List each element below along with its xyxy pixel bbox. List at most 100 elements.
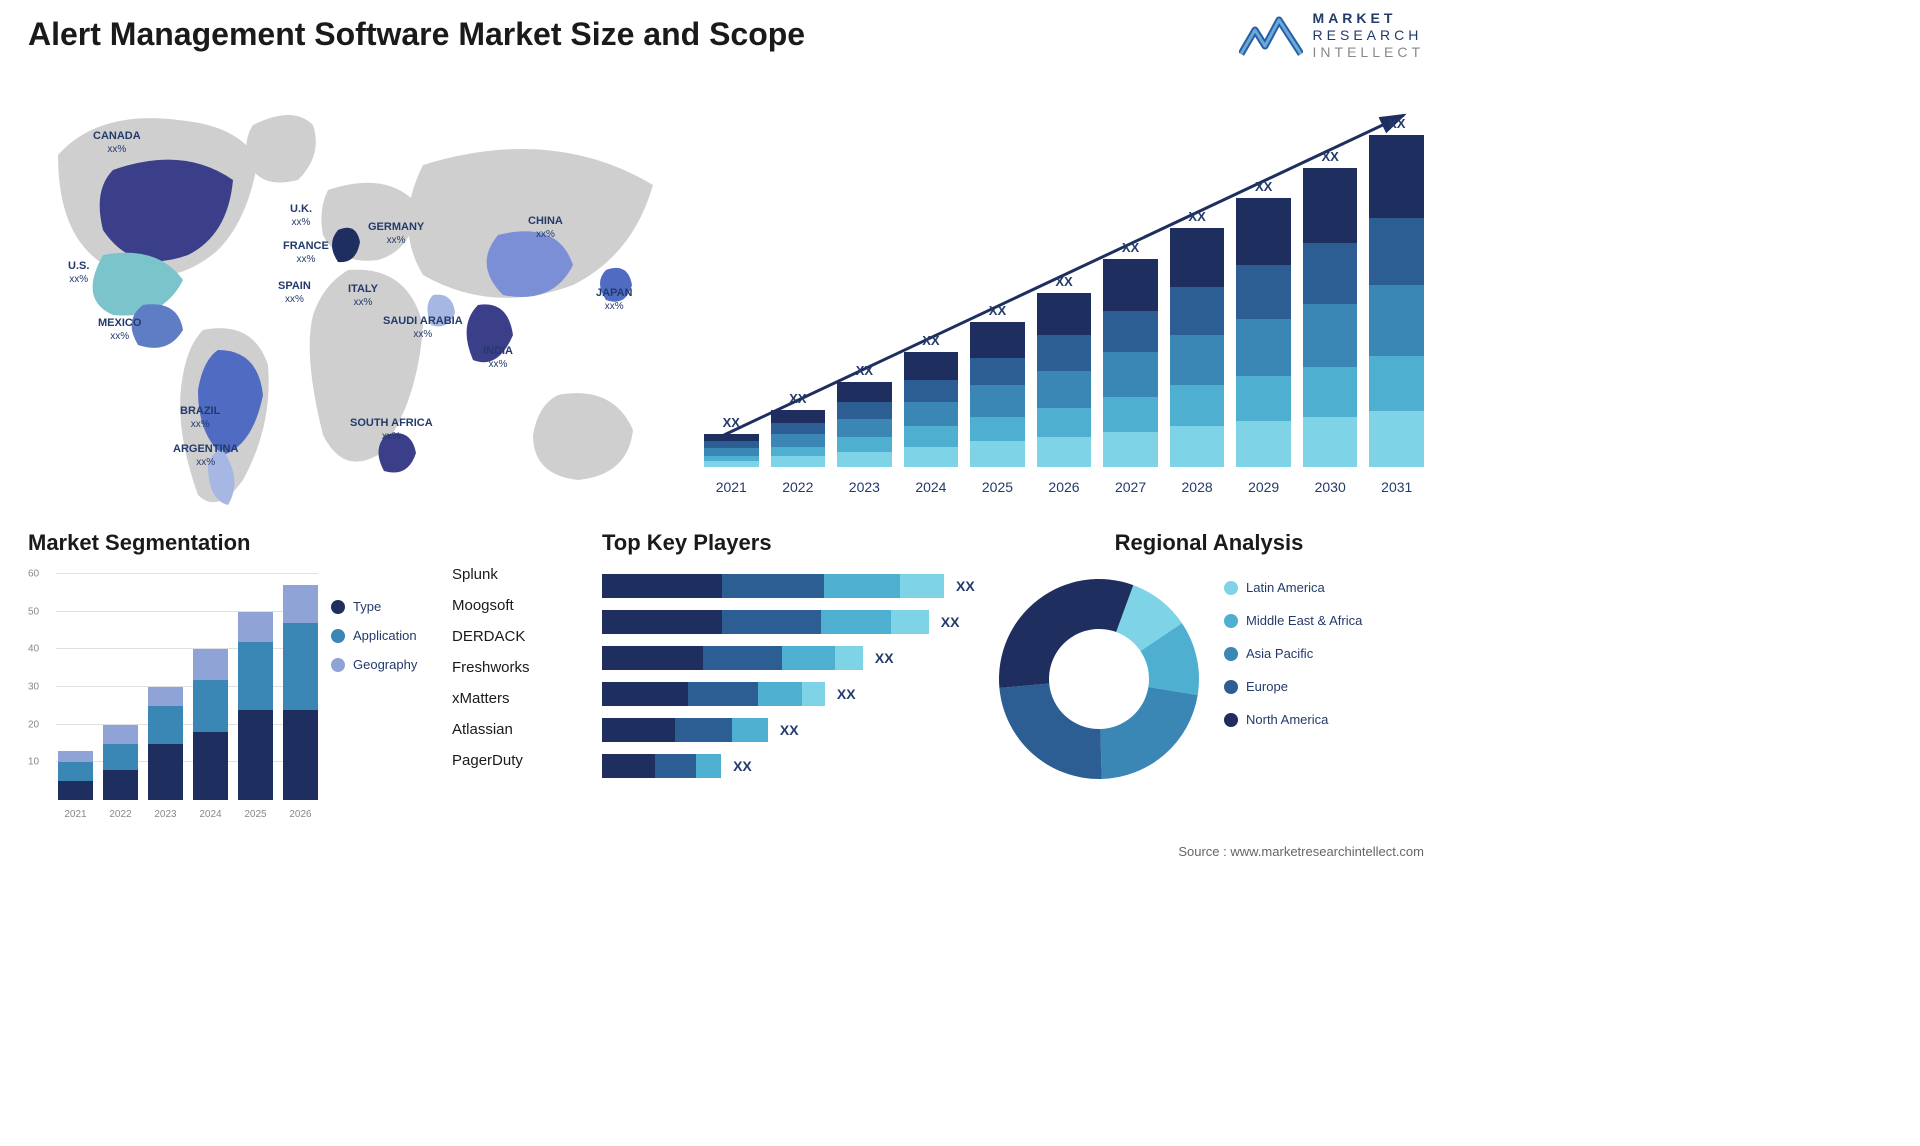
legend-swatch-icon	[331, 658, 345, 672]
legend-label: Type	[353, 599, 381, 614]
y-axis-label: 50	[28, 606, 39, 617]
logo-line2: RESEARCH	[1313, 27, 1424, 44]
players-title: Top Key Players	[602, 530, 772, 556]
logo-line1: MARKET	[1313, 10, 1424, 27]
x-axis-label: 2026	[283, 809, 318, 820]
x-axis-label: 2031	[1369, 479, 1424, 495]
player-bar-row: XX	[602, 646, 982, 670]
legend-swatch-icon	[1224, 614, 1238, 628]
legend-label: Asia Pacific	[1246, 646, 1313, 661]
bar-value-label: XX	[875, 650, 894, 666]
bar-column: XX	[904, 333, 959, 467]
x-axis-label: 2022	[103, 809, 138, 820]
players-list: SplunkMoogsoftDERDACKFreshworksxMattersA…	[452, 566, 577, 783]
donut-slice	[999, 683, 1101, 779]
bar-value-label: XX	[1388, 116, 1405, 131]
map-label: SAUDI ARABIAxx%	[383, 315, 463, 340]
player-name: Moogsoft	[452, 597, 577, 614]
map-label: U.S.xx%	[68, 260, 89, 285]
bar-value-label: XX	[956, 578, 975, 594]
map-label: INDIAxx%	[483, 345, 513, 370]
bar-column: XX	[771, 391, 826, 467]
bar-value-label: XX	[1322, 149, 1339, 164]
x-axis-label: 2023	[148, 809, 183, 820]
map-label: MEXICOxx%	[98, 317, 141, 342]
player-name: Atlassian	[452, 721, 577, 738]
bar-value-label: XX	[1188, 209, 1205, 224]
bar-value-label: XX	[1055, 274, 1072, 289]
player-name: DERDACK	[452, 628, 577, 645]
legend-item: Type	[331, 599, 446, 614]
bar-value-label: XX	[733, 758, 752, 774]
legend-swatch-icon	[331, 629, 345, 643]
logo-line3: INTELLECT	[1313, 44, 1424, 61]
bar-value-label: XX	[780, 722, 799, 738]
legend-swatch-icon	[1224, 581, 1238, 595]
x-axis-label: 2025	[970, 479, 1025, 495]
y-axis-label: 10	[28, 757, 39, 768]
map-label: U.K.xx%	[290, 203, 312, 228]
bar-column	[148, 687, 183, 800]
bar-value-label: XX	[856, 363, 873, 378]
player-bar-row: XX	[602, 682, 982, 706]
world-map: CANADAxx%U.S.xx%MEXICOxx%BRAZILxx%ARGENT…	[28, 95, 678, 515]
map-label: SOUTH AFRICAxx%	[350, 417, 433, 442]
map-label: ITALYxx%	[348, 283, 378, 308]
x-axis-label: 2025	[238, 809, 273, 820]
legend-label: Geography	[353, 657, 417, 672]
bar-value-label: XX	[922, 333, 939, 348]
legend-label: Latin America	[1246, 580, 1325, 595]
regional-donut	[994, 574, 1204, 784]
player-name: Freshworks	[452, 659, 577, 676]
bar-column	[193, 649, 228, 800]
bar-column	[103, 725, 138, 800]
x-axis-label: 2021	[58, 809, 93, 820]
bar-column	[238, 612, 273, 800]
map-label: CHINAxx%	[528, 215, 563, 240]
legend-item: Europe	[1224, 679, 1362, 694]
bar-column: XX	[1303, 149, 1358, 467]
x-axis-label: 2023	[837, 479, 892, 495]
x-axis-label: 2028	[1170, 479, 1225, 495]
bar-column: XX	[837, 363, 892, 467]
y-axis-label: 20	[28, 719, 39, 730]
player-bar-row: XX	[602, 610, 982, 634]
x-axis-label: 2029	[1236, 479, 1291, 495]
legend-swatch-icon	[331, 600, 345, 614]
x-axis-label: 2024	[904, 479, 959, 495]
players-chart: XX XX XX XX XX XX	[602, 574, 982, 790]
player-bar-row: XX	[602, 574, 982, 598]
bar-column: XX	[1236, 179, 1291, 467]
map-label: ARGENTINAxx%	[173, 443, 238, 468]
legend-item: Latin America	[1224, 580, 1362, 595]
bar-value-label: XX	[789, 391, 806, 406]
x-axis-label: 2022	[771, 479, 826, 495]
legend-item: Middle East & Africa	[1224, 613, 1362, 628]
y-axis-label: 40	[28, 644, 39, 655]
legend-swatch-icon	[1224, 713, 1238, 727]
map-label: GERMANYxx%	[368, 221, 424, 246]
segmentation-title: Market Segmentation	[28, 530, 438, 556]
legend-item: North America	[1224, 712, 1362, 727]
legend-label: Europe	[1246, 679, 1288, 694]
player-bar-row: XX	[602, 718, 982, 742]
legend-label: Middle East & Africa	[1246, 613, 1362, 628]
legend-label: Application	[353, 628, 417, 643]
source-text: Source : www.marketresearchintellect.com	[1178, 844, 1424, 859]
x-axis-label: 2021	[704, 479, 759, 495]
bar-value-label: XX	[941, 614, 960, 630]
bar-column: XX	[1103, 240, 1158, 467]
bar-column: XX	[1369, 116, 1424, 467]
player-name: PagerDuty	[452, 752, 577, 769]
player-bar-row: XX	[602, 754, 982, 778]
bar-value-label: XX	[1122, 240, 1139, 255]
bar-value-label: XX	[989, 303, 1006, 318]
bar-value-label: XX	[1255, 179, 1272, 194]
bar-column: XX	[1037, 274, 1092, 467]
bar-column: XX	[970, 303, 1025, 467]
map-label: JAPANxx%	[596, 287, 632, 312]
y-axis-label: 60	[28, 569, 39, 580]
legend-item: Application	[331, 628, 446, 643]
regional-section: Regional Analysis Latin AmericaMiddle Ea…	[994, 530, 1424, 556]
bar-column	[58, 751, 93, 800]
